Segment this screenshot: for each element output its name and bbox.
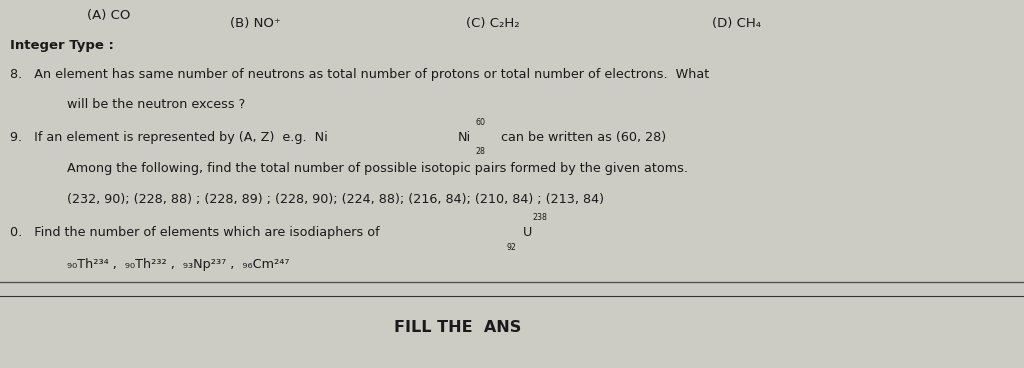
Text: U: U bbox=[523, 226, 532, 239]
Text: can be written as (60, 28): can be written as (60, 28) bbox=[497, 131, 666, 144]
Text: 8.   An element has same number of neutrons as total number of protons or total : 8. An element has same number of neutron… bbox=[10, 68, 710, 81]
Text: FILL THE  ANS: FILL THE ANS bbox=[394, 320, 521, 335]
Text: Integer Type :: Integer Type : bbox=[10, 39, 114, 52]
Text: (232, 90); (228, 88) ; (228, 89) ; (228, 90); (224, 88); (216, 84); (210, 84) ; : (232, 90); (228, 88) ; (228, 89) ; (228,… bbox=[67, 193, 603, 206]
Text: (B) NO⁺: (B) NO⁺ bbox=[230, 17, 282, 29]
Text: ₉₀Th²³⁴ ,  ₉₀Th²³² ,  ₉₃Np²³⁷ ,  ₉₆Cm²⁴⁷: ₉₀Th²³⁴ , ₉₀Th²³² , ₉₃Np²³⁷ , ₉₆Cm²⁴⁷ bbox=[67, 258, 289, 270]
Text: Ni: Ni bbox=[458, 131, 471, 144]
Text: 0.   Find the number of elements which are isodiaphers of: 0. Find the number of elements which are… bbox=[10, 226, 380, 239]
Text: (A) CO: (A) CO bbox=[87, 9, 130, 22]
Text: (C) C₂H₂: (C) C₂H₂ bbox=[466, 17, 519, 29]
Text: will be the neutron excess ?: will be the neutron excess ? bbox=[67, 98, 245, 110]
Text: 238: 238 bbox=[532, 213, 548, 222]
Text: (D) CH₄: (D) CH₄ bbox=[712, 17, 761, 29]
Text: 9.   If an element is represented by (A, Z)  e.g.  Ni: 9. If an element is represented by (A, Z… bbox=[10, 131, 328, 144]
Text: 92: 92 bbox=[507, 243, 517, 252]
Text: Among the following, find the total number of possible isotopic pairs formed by : Among the following, find the total numb… bbox=[67, 162, 687, 175]
Text: 28: 28 bbox=[475, 147, 485, 156]
Text: 60: 60 bbox=[475, 118, 485, 127]
